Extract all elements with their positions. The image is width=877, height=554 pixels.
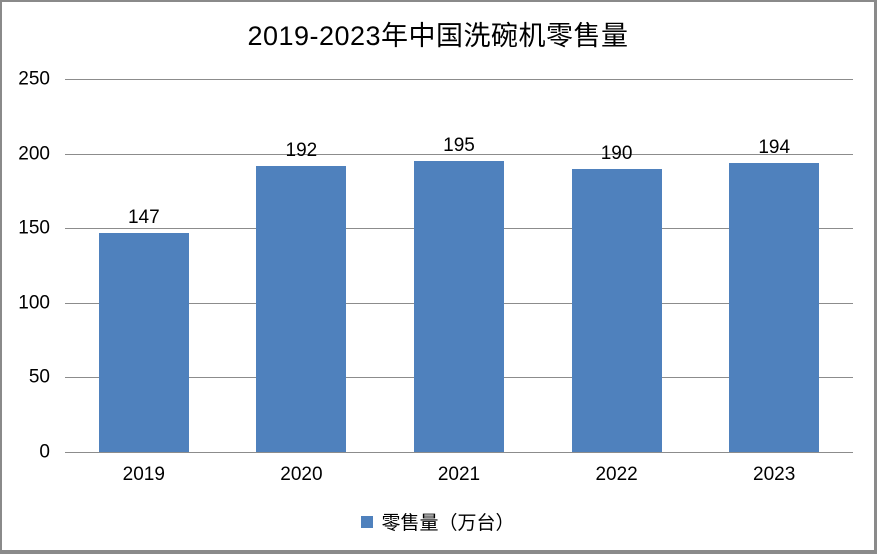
bar-column-2022: 190: [538, 79, 696, 452]
bar-column-2019: 147: [65, 79, 223, 452]
y-tick-label-0: 0: [39, 441, 50, 463]
bar-2021: [413, 161, 504, 452]
x-tick-label-2019: 2019: [122, 464, 165, 485]
y-tick-label-100: 100: [18, 292, 50, 314]
gridline-250: [65, 79, 853, 80]
x-tick-label-2020: 2020: [280, 464, 323, 485]
bar-2019: [98, 232, 189, 452]
legend: 零售量（万台）: [2, 508, 874, 535]
bar-value-label-2023: 194: [758, 136, 791, 158]
x-axis-labels: 2019 2020 2021 2022 2023: [65, 464, 853, 486]
bar-value-label-2019: 147: [127, 206, 160, 228]
bar-2023: [729, 162, 820, 452]
bar-2022: [571, 168, 662, 452]
x-tick-label-2021: 2021: [437, 464, 481, 485]
bar-column-2020: 192: [223, 79, 381, 452]
gridline-200: [65, 153, 853, 155]
x-tick-label-2022: 2022: [595, 464, 638, 485]
y-tick-label-150: 150: [18, 217, 50, 239]
gridline-0: [65, 452, 853, 453]
x-tick-label-2023: 2023: [753, 464, 796, 485]
legend-swatch-icon: [361, 515, 374, 528]
legend-label: 零售量（万台）: [381, 513, 515, 534]
plot-area: 147 192 195 190 194: [65, 79, 853, 453]
bar-value-label-2020: 192: [285, 139, 318, 161]
bar-column-2021: 195: [380, 79, 538, 452]
y-tick-label-50: 50: [28, 366, 50, 388]
chart-title: 2019-2023年中国洗碗机零售量: [247, 21, 629, 51]
y-tick-label-200: 200: [18, 143, 50, 165]
y-tick-label-250: 250: [18, 68, 50, 90]
bar-column-2023: 194: [695, 79, 853, 452]
bar-2020: [256, 165, 347, 452]
y-axis-labels: 0 50 100 150 200 250: [2, 70, 50, 462]
bar-value-label-2022: 190: [600, 142, 633, 164]
bars-layer: 147 192 195 190 194: [65, 79, 853, 452]
bar-value-label-2021: 195: [443, 135, 475, 157]
